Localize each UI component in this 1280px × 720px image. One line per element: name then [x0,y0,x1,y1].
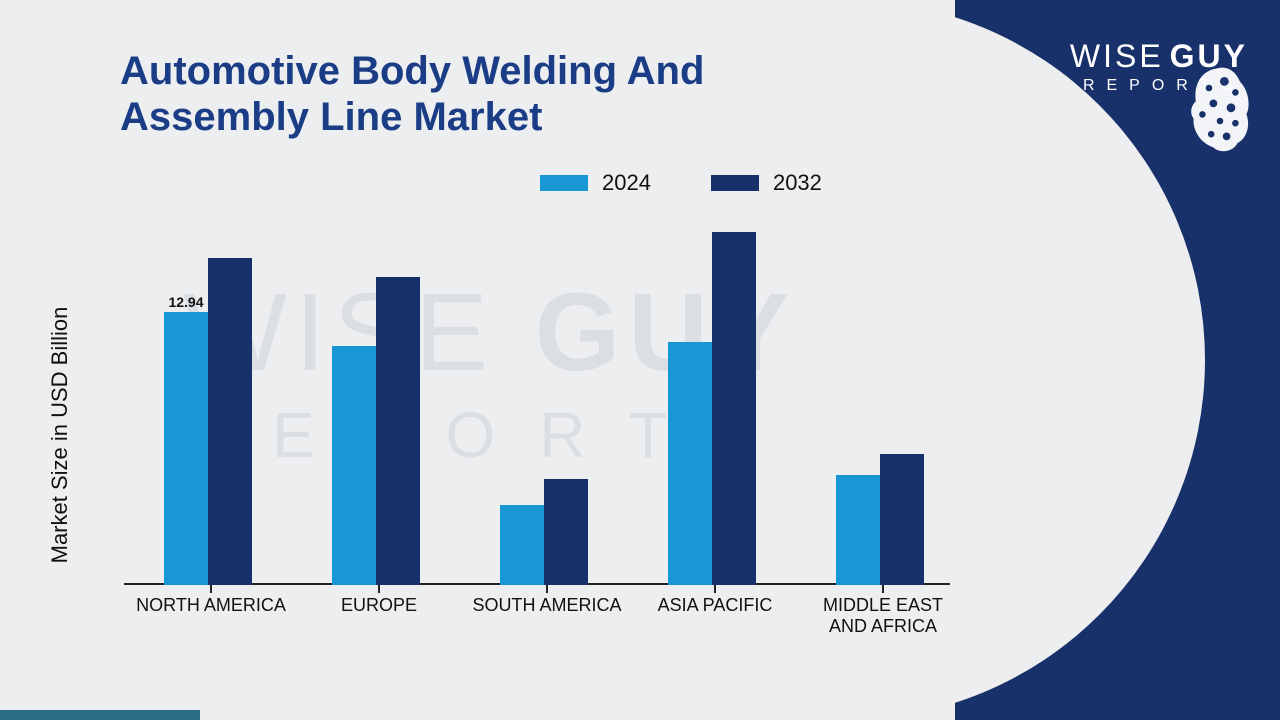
legend-label-2024: 2024 [602,170,651,196]
category-label: NORTH AMERICA [136,595,286,616]
brand-logo-top: WISEGUY [1070,38,1248,75]
legend-swatch-2024 [540,175,588,191]
bar-2032 [376,277,420,585]
bar-2024 [668,342,712,585]
bar-2024 [836,475,880,585]
x-tick [378,585,380,593]
category-label: MIDDLE EAST AND AFRICA [808,595,958,636]
chart-area: Market Size in USD Billion 2024 2032 12.… [60,170,960,700]
stage: WISEGUY REPORTS WISE GUY REPORTS Automot… [0,0,1280,720]
chart-title: Automotive Body Welding And Assembly Lin… [120,48,840,140]
brand-logo-prefix: WISE [1070,38,1164,75]
bar-2024: 12.94 [164,312,208,585]
legend-label-2032: 2032 [773,170,822,196]
x-tick [882,585,884,593]
category-label: ASIA PACIFIC [640,595,790,616]
bar-2024 [500,505,544,585]
category-label: EUROPE [304,595,454,616]
bar-2032 [544,479,588,585]
legend-swatch-2032 [711,175,759,191]
brand-logo: WISEGUY REPORTS [1070,38,1248,95]
bar-2032 [712,232,756,585]
bar-2032 [208,258,252,585]
legend: 2024 2032 [540,170,822,196]
legend-item-2024: 2024 [540,170,651,196]
legend-item-2032: 2032 [711,170,822,196]
x-tick [714,585,716,593]
x-tick [546,585,548,593]
x-tick [210,585,212,593]
y-axis-label: Market Size in USD Billion [47,307,73,564]
bar-2032 [880,454,924,585]
category-label: SOUTH AMERICA [472,595,622,616]
brand-head-icon [1184,66,1256,154]
bar-value-label: 12.94 [164,294,208,310]
bottom-accent-bar [0,710,200,720]
plot-area: 12.94NORTH AMERICAEUROPESOUTH AMERICAASI… [124,205,950,585]
bar-2024 [332,346,376,585]
